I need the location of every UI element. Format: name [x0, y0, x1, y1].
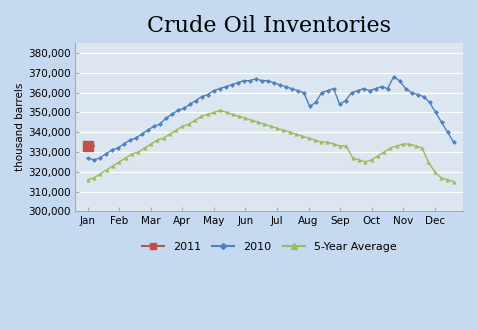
Crude Oil Inventories [85, 156, 91, 160]
Crude Oil Inventories [391, 75, 396, 79]
Line: Crude Oil Inventories: Crude Oil Inventories [86, 75, 455, 162]
Y-axis label: thousand barrels: thousand barrels [15, 83, 25, 171]
Crude Oil Inventories [163, 116, 169, 120]
Crude Oil Inventories [451, 140, 456, 144]
Crude Oil Inventories [91, 158, 97, 162]
Crude Oil Inventories [313, 101, 318, 105]
Crude Oil Inventories [271, 81, 277, 85]
Crude Oil Inventories [187, 103, 193, 107]
Crude Oil Inventories [121, 142, 127, 146]
Legend: 2011, 2010, 5-Year Average: 2011, 2010, 5-Year Average [137, 237, 401, 256]
Crude Oil Inventories [415, 93, 421, 97]
Title: Crude Oil Inventories: Crude Oil Inventories [147, 15, 391, 37]
